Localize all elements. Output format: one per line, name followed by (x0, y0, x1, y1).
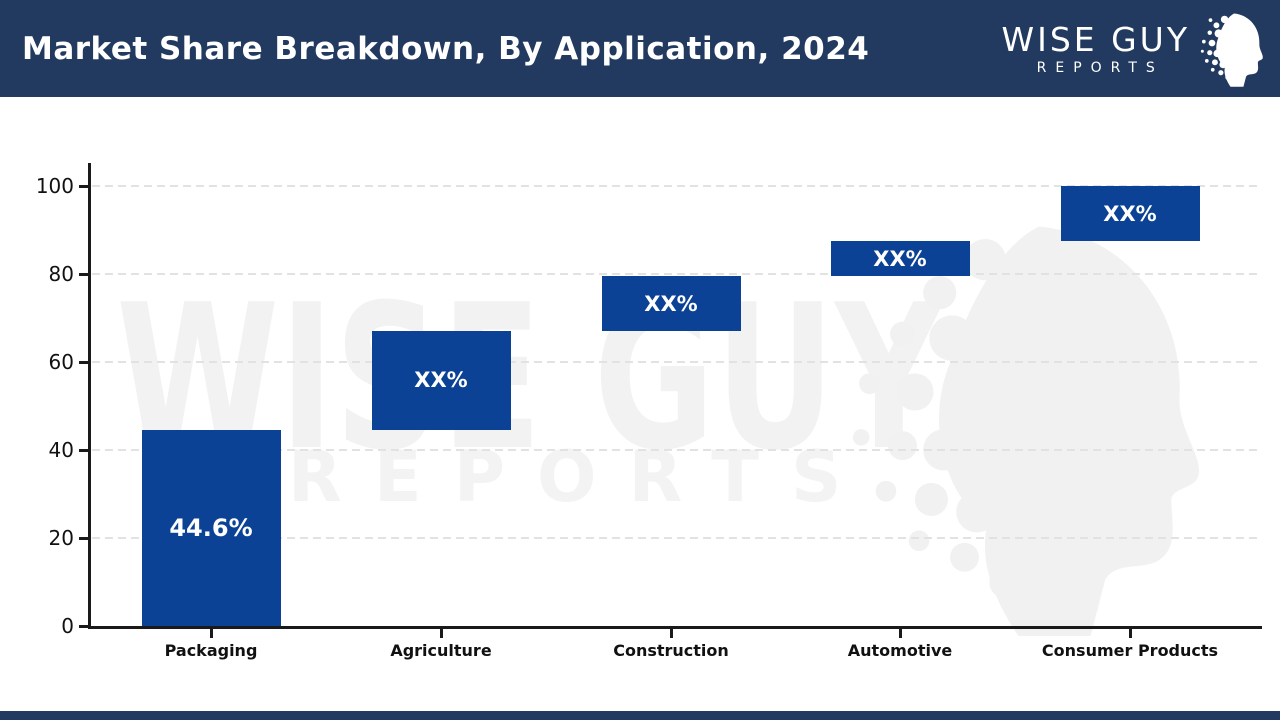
bar-value-label: 44.6% (169, 513, 253, 542)
y-tick-label: 40 (48, 438, 74, 462)
x-axis-tick (210, 629, 213, 638)
y-axis-line (88, 163, 91, 629)
brand-wordmark: WISE GUY REPORTS (1001, 19, 1190, 76)
gridline (92, 449, 1262, 451)
y-tick-label: 100 (35, 174, 74, 198)
brand-subname: REPORTS (1036, 59, 1164, 76)
bar-value-label: XX% (414, 368, 468, 393)
bar-value-label: XX% (873, 246, 927, 271)
x-axis-tick (899, 629, 902, 638)
bar-agriculture: XX% (371, 331, 511, 430)
y-tick-label: 0 (61, 614, 74, 638)
y-axis-tick (79, 185, 88, 188)
y-axis-tick (79, 625, 88, 628)
gridline (92, 361, 1262, 363)
x-axis-tick (670, 629, 673, 638)
footer-bar (0, 711, 1280, 720)
brand-name: WISE GUY (1001, 19, 1190, 59)
x-category-label: Packaging (164, 641, 258, 660)
bar-packaging: 44.6% (141, 429, 281, 626)
gridline (92, 185, 1262, 187)
header-bar: Market Share Breakdown, By Application, … (0, 0, 1280, 97)
y-axis-tick (79, 537, 88, 540)
x-category-label: Construction (613, 641, 729, 660)
x-axis-tick (440, 629, 443, 638)
gridline (92, 273, 1262, 275)
y-axis-tick (79, 449, 88, 452)
brand-head-icon (1200, 13, 1263, 87)
y-tick-label: 60 (48, 350, 74, 374)
y-tick-label: 80 (48, 262, 74, 286)
y-axis-tick (79, 361, 88, 364)
x-axis-tick (1129, 629, 1132, 638)
gridline (92, 537, 1262, 539)
bar-value-label: XX% (1103, 201, 1157, 226)
bar-consumer-products: XX% (1060, 186, 1200, 241)
x-category-label: Automotive (847, 641, 953, 660)
brand-logo: WISE GUY REPORTS (1001, 8, 1266, 90)
bar-automotive: XX% (830, 241, 970, 277)
y-axis-tick (79, 273, 88, 276)
bar-construction: XX% (601, 276, 741, 332)
x-axis-line (88, 626, 1262, 629)
page-title: Market Share Breakdown, By Application, … (22, 30, 870, 67)
y-tick-label: 20 (48, 526, 74, 550)
x-category-label: Consumer Products (1041, 641, 1219, 660)
bar-value-label: XX% (644, 291, 698, 316)
x-category-label: Agriculture (390, 641, 492, 660)
